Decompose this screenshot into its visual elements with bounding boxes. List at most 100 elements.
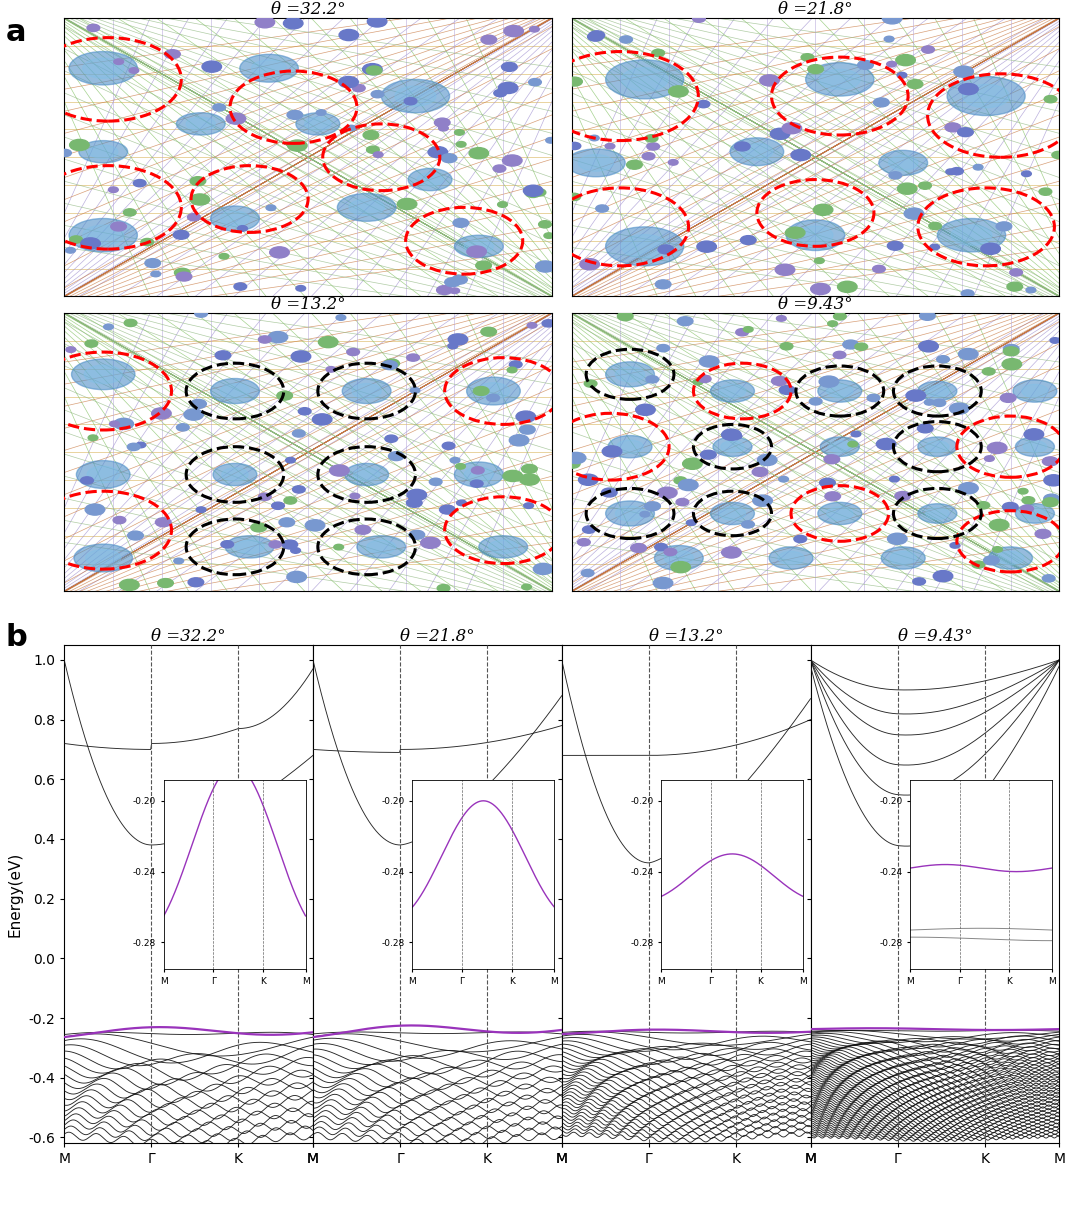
Circle shape: [455, 129, 464, 136]
Circle shape: [292, 430, 305, 437]
Circle shape: [982, 368, 995, 375]
Circle shape: [480, 327, 496, 336]
Circle shape: [287, 110, 303, 120]
Circle shape: [184, 409, 203, 420]
Circle shape: [700, 356, 719, 367]
Ellipse shape: [357, 536, 406, 558]
Circle shape: [913, 578, 926, 586]
Title: θ =13.2°: θ =13.2°: [648, 628, 723, 645]
Circle shape: [542, 319, 554, 327]
Circle shape: [59, 149, 72, 156]
Circle shape: [1003, 502, 1019, 512]
Ellipse shape: [225, 536, 274, 558]
Ellipse shape: [1015, 503, 1054, 523]
Circle shape: [453, 219, 469, 227]
Ellipse shape: [817, 502, 861, 525]
Circle shape: [933, 571, 952, 582]
Circle shape: [410, 387, 419, 393]
Circle shape: [565, 460, 580, 468]
Circle shape: [734, 142, 750, 151]
Ellipse shape: [76, 461, 131, 489]
Circle shape: [683, 459, 702, 469]
Circle shape: [220, 541, 233, 548]
Circle shape: [847, 442, 858, 446]
Ellipse shape: [74, 544, 133, 572]
Circle shape: [286, 457, 295, 463]
Circle shape: [152, 408, 171, 419]
Circle shape: [363, 131, 379, 139]
Ellipse shape: [579, 155, 613, 171]
Circle shape: [129, 68, 139, 74]
Circle shape: [814, 258, 824, 264]
Circle shape: [898, 183, 917, 195]
Circle shape: [873, 98, 889, 106]
Circle shape: [522, 584, 532, 589]
Circle shape: [974, 165, 983, 169]
Circle shape: [771, 376, 788, 386]
Circle shape: [499, 82, 518, 93]
Ellipse shape: [713, 437, 752, 456]
Circle shape: [407, 499, 422, 507]
Circle shape: [617, 312, 633, 321]
Circle shape: [177, 424, 189, 431]
Circle shape: [1035, 530, 1051, 538]
Circle shape: [85, 340, 97, 347]
Circle shape: [421, 537, 440, 548]
Circle shape: [701, 450, 716, 459]
Circle shape: [80, 238, 101, 249]
Ellipse shape: [211, 379, 259, 404]
Circle shape: [652, 50, 664, 57]
Circle shape: [250, 523, 266, 532]
Circle shape: [977, 502, 990, 509]
Circle shape: [1000, 393, 1016, 403]
Ellipse shape: [937, 219, 1006, 252]
Circle shape: [520, 425, 535, 434]
Circle shape: [883, 13, 902, 24]
Circle shape: [945, 123, 961, 132]
Circle shape: [658, 244, 674, 254]
Circle shape: [127, 531, 143, 540]
Circle shape: [530, 27, 539, 31]
Circle shape: [108, 188, 119, 192]
Circle shape: [334, 544, 343, 549]
Circle shape: [867, 394, 880, 402]
Circle shape: [434, 119, 450, 127]
Circle shape: [215, 351, 231, 359]
Circle shape: [851, 431, 861, 437]
Circle shape: [104, 324, 113, 329]
Circle shape: [155, 518, 171, 526]
Circle shape: [959, 483, 978, 494]
Circle shape: [330, 465, 349, 476]
Circle shape: [226, 113, 246, 125]
Circle shape: [813, 204, 832, 215]
Circle shape: [820, 376, 839, 387]
Circle shape: [887, 241, 903, 250]
Ellipse shape: [221, 468, 248, 482]
Circle shape: [144, 259, 160, 267]
Circle shape: [642, 152, 655, 160]
Circle shape: [808, 64, 824, 74]
Circle shape: [456, 142, 467, 148]
Ellipse shape: [655, 546, 703, 571]
Circle shape: [699, 375, 712, 382]
Circle shape: [80, 477, 93, 484]
Circle shape: [120, 580, 139, 590]
Circle shape: [165, 50, 180, 58]
Ellipse shape: [337, 194, 396, 221]
Circle shape: [299, 408, 311, 415]
Ellipse shape: [87, 466, 120, 483]
Circle shape: [173, 230, 189, 240]
Circle shape: [536, 261, 555, 272]
Circle shape: [697, 241, 717, 252]
Ellipse shape: [878, 150, 928, 175]
Circle shape: [467, 246, 487, 258]
Ellipse shape: [817, 380, 861, 402]
Ellipse shape: [926, 508, 949, 519]
Circle shape: [269, 541, 281, 548]
Circle shape: [838, 281, 857, 293]
Circle shape: [736, 329, 748, 336]
Circle shape: [606, 144, 615, 149]
Circle shape: [907, 80, 922, 88]
Circle shape: [86, 505, 105, 515]
Circle shape: [657, 345, 670, 352]
